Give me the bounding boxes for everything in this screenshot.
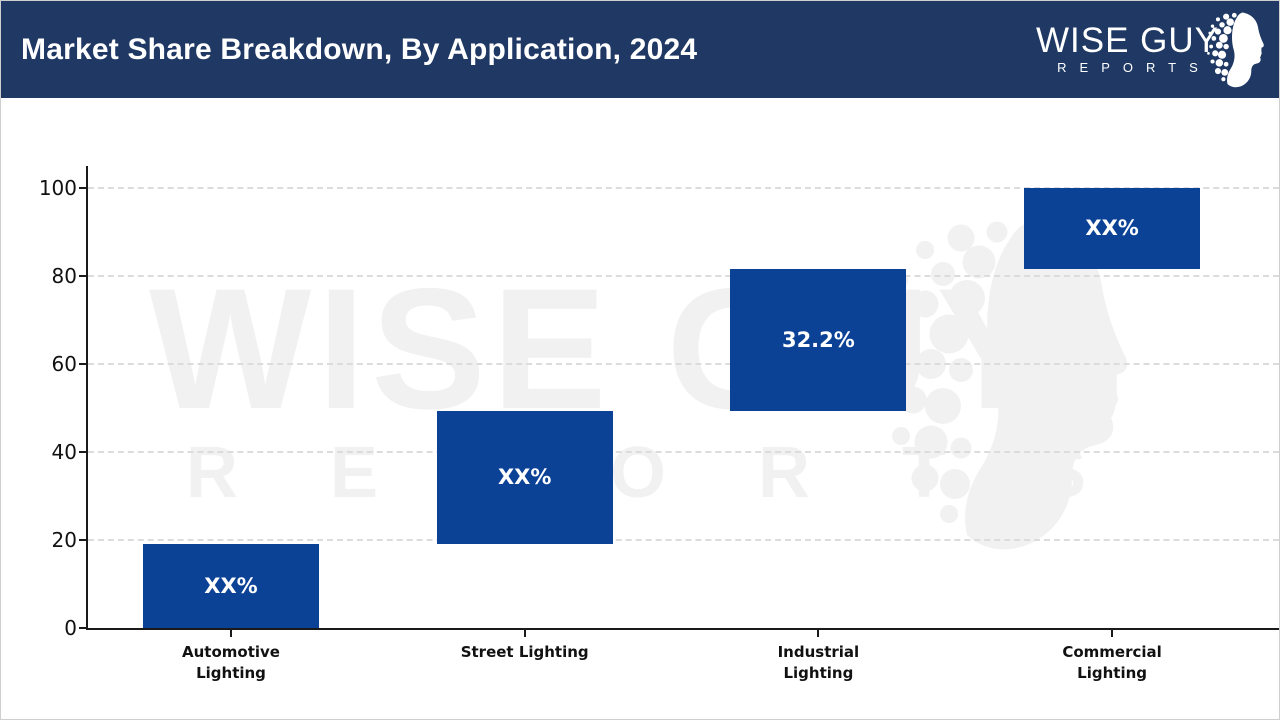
x-axis-line: [86, 628, 1279, 630]
bar-value-label: XX%: [204, 573, 258, 598]
bar-segment: 32.2%: [730, 268, 907, 411]
y-axis-line: [86, 166, 88, 630]
y-axis-tick-label: 80: [51, 264, 77, 288]
header-bar: Market Share Breakdown, By Application, …: [1, 1, 1279, 98]
y-axis-tick-label: 20: [51, 528, 77, 552]
y-axis-tick-label: 0: [64, 616, 77, 640]
chart-title: Market Share Breakdown, By Application, …: [21, 32, 698, 66]
dotted-head-logo-icon: [1205, 12, 1264, 88]
y-axis-tick-label: 100: [38, 176, 77, 200]
y-axis-tick-label: 40: [51, 440, 77, 464]
y-axis-tick: [79, 451, 87, 453]
x-axis-tick: [523, 628, 526, 637]
y-axis-tick-label: 60: [51, 352, 77, 376]
wise-guy-reports-logo: WISE GUY REPORTS: [1036, 5, 1271, 93]
bar-value-label: 32.2%: [781, 327, 855, 352]
gridline: [88, 187, 1279, 189]
category-label: Street Lighting: [460, 643, 589, 661]
y-axis-tick: [79, 187, 87, 189]
category-label: Automotive Lighting: [182, 643, 280, 682]
bar-segment: XX%: [1024, 188, 1201, 269]
logo-brand-name: WISE GUY: [1035, 21, 1219, 60]
logo-brand-subtitle: REPORTS: [1057, 60, 1211, 75]
gridline: [88, 539, 1279, 541]
x-axis-tick: [1111, 628, 1114, 637]
y-axis-tick: [79, 275, 87, 277]
logo-wordmark: WISE GUY REPORTS: [1036, 23, 1219, 74]
y-axis-tick: [79, 627, 87, 629]
category-label: Industrial Lighting: [777, 643, 860, 682]
category-label: Commercial Lighting: [1062, 643, 1162, 682]
gridline: [88, 275, 1279, 277]
x-axis-tick: [230, 628, 232, 637]
gridline: [88, 363, 1279, 365]
y-axis-tick: [79, 363, 87, 365]
bar-value-label: XX%: [1085, 216, 1139, 241]
bar-segment: XX%: [436, 410, 613, 544]
y-axis-tick: [79, 539, 87, 541]
x-axis-tick: [817, 628, 820, 637]
bar-value-label: XX%: [497, 465, 552, 490]
bar-segment: XX%: [143, 543, 319, 628]
gridline: [88, 451, 1279, 453]
